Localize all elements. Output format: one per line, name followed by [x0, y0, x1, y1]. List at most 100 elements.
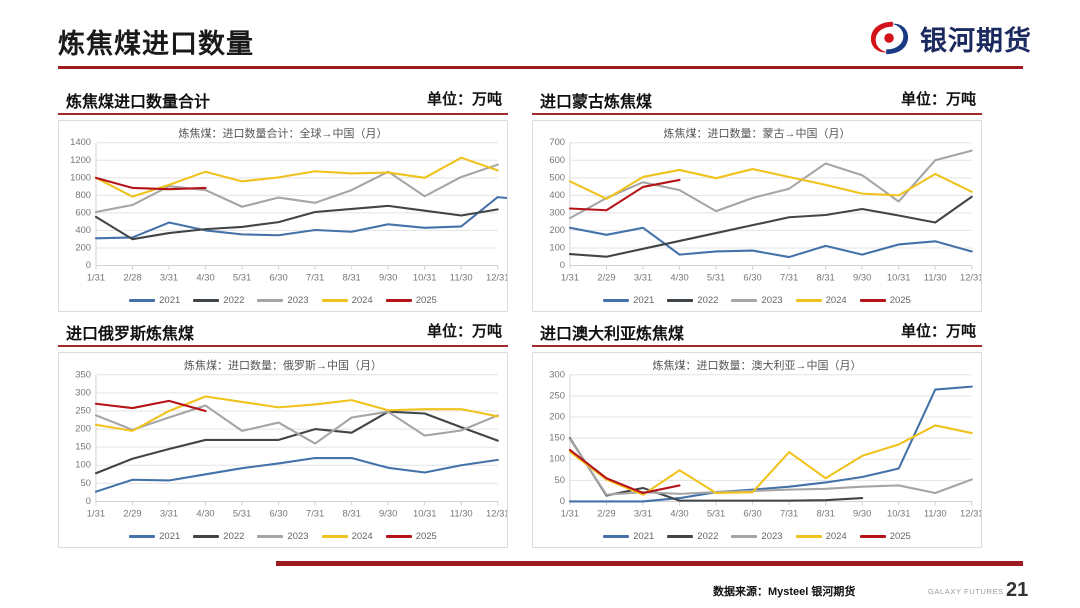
legend-item-2025[interactable]: 2025: [385, 295, 437, 306]
legend-item-2024[interactable]: 2024: [321, 531, 373, 542]
svg-text:1/31: 1/31: [561, 507, 579, 518]
footer-brand-label: GALAXY FUTURES: [928, 587, 1004, 596]
legend-item-2025[interactable]: 2025: [385, 531, 437, 542]
chart-container-2: 炼焦煤：进口数量：俄罗斯→中国（月） 0 50 100 150 200 250 300 350…: [58, 352, 508, 548]
legend-item-2021[interactable]: 2021: [603, 531, 654, 542]
legend-label: 2022: [697, 531, 719, 542]
legend-label: 2025: [415, 295, 437, 306]
svg-text:1/31: 1/31: [87, 507, 105, 518]
svg-text:4/30: 4/30: [670, 507, 688, 518]
legend-label: 2023: [287, 531, 309, 542]
legend-item-2024[interactable]: 2024: [795, 531, 847, 542]
svg-text:8/31: 8/31: [343, 271, 361, 282]
legend-item-2021[interactable]: 2021: [129, 531, 180, 542]
svg-text:0: 0: [86, 495, 91, 506]
svg-text:12/31: 12/31: [960, 271, 981, 282]
legend-swatch-icon: [385, 535, 412, 538]
svg-text:8/31: 8/31: [817, 507, 835, 518]
svg-text:600: 600: [549, 154, 565, 165]
galaxy-swirl-logo-icon: [869, 18, 911, 58]
legend-label: 2022: [223, 531, 245, 542]
chart-plot-1: 0 100 200 300 400 500 600 700 1/31 2/29 3/31 4/30 5/…: [549, 136, 981, 282]
legend-swatch-icon: [667, 535, 694, 538]
company-logo: 银河期货: [869, 18, 1032, 58]
legend-swatch-icon: [321, 299, 348, 302]
svg-text:350: 350: [75, 368, 91, 379]
legend-label: 2024: [351, 531, 373, 542]
card-divider: [58, 345, 508, 347]
legend-swatch-icon: [385, 299, 412, 302]
svg-text:7/31: 7/31: [780, 507, 798, 518]
legend-item-2021[interactable]: 2021: [129, 295, 180, 306]
legend-label: 2021: [159, 295, 181, 306]
svg-text:11/30: 11/30: [924, 271, 947, 282]
legend-item-2025[interactable]: 2025: [859, 531, 911, 542]
legend-item-2024[interactable]: 2024: [321, 295, 373, 306]
svg-text:250: 250: [549, 389, 565, 400]
svg-text:3/31: 3/31: [160, 271, 178, 282]
svg-text:9/30: 9/30: [853, 507, 871, 518]
company-logo-text: 银河期货: [920, 25, 1032, 56]
legend-item-2022[interactable]: 2022: [667, 295, 718, 306]
legend-swatch-icon: [859, 535, 886, 538]
chart-subtitle: 炼焦煤：进口数量合计：全球→中国（月）: [178, 128, 388, 140]
svg-text:100: 100: [549, 453, 565, 464]
legend-item-2023[interactable]: 2023: [257, 295, 309, 306]
card-unit: 单位：万吨: [426, 323, 502, 340]
card-header: 炼焦煤进口数量合计 单位：万吨: [58, 88, 508, 118]
chart-card-russia: 进口俄罗斯炼焦煤 单位：万吨 炼焦煤：进口数量：俄罗斯→中国（月） 0 50 100…: [58, 320, 508, 548]
legend-label: 2023: [761, 295, 783, 306]
page-title: 炼焦煤进口数量: [58, 29, 254, 59]
svg-text:200: 200: [75, 241, 91, 252]
legend-item-2023[interactable]: 2023: [731, 295, 783, 306]
legend-item-2025[interactable]: 2025: [859, 295, 911, 306]
legend-label: 2022: [697, 295, 719, 306]
svg-text:4/30: 4/30: [196, 507, 214, 518]
svg-text:9/30: 9/30: [379, 507, 397, 518]
legend-swatch-icon: [321, 535, 348, 538]
card-unit: 单位：万吨: [900, 323, 976, 340]
legend-item-2023[interactable]: 2023: [257, 531, 309, 542]
legend-swatch-icon: [603, 299, 630, 302]
svg-text:11/30: 11/30: [450, 271, 473, 282]
card-divider: [532, 345, 982, 347]
svg-text:1400: 1400: [70, 136, 91, 147]
svg-text:5/31: 5/31: [233, 271, 251, 282]
legend-label: 2021: [633, 531, 655, 542]
svg-text:4/30: 4/30: [670, 271, 688, 282]
card-header: 进口蒙古炼焦煤 单位：万吨: [532, 88, 982, 118]
legend-item-2023[interactable]: 2023: [731, 531, 783, 542]
svg-text:100: 100: [75, 459, 91, 470]
svg-text:0: 0: [560, 259, 565, 270]
svg-text:1000: 1000: [70, 171, 91, 182]
svg-text:300: 300: [549, 206, 565, 217]
header-divider: [58, 66, 1023, 69]
svg-text:500: 500: [549, 171, 565, 182]
svg-text:7/31: 7/31: [306, 271, 324, 282]
chart-plot-2: 0 50 100 150 200 250 300 350 1/31 2/29 3/31 4/30 5/3…: [75, 368, 507, 518]
svg-text:10/31: 10/31: [413, 271, 437, 282]
svg-text:150: 150: [549, 432, 565, 443]
legend-item-2022[interactable]: 2022: [667, 531, 718, 542]
svg-text:50: 50: [555, 474, 565, 485]
svg-text:6/30: 6/30: [269, 271, 287, 282]
chart-card-mongolia: 进口蒙古炼焦煤 单位：万吨 炼焦煤：进口数量：蒙古→中国（月） 0 100 200 3…: [532, 88, 982, 312]
svg-text:400: 400: [75, 224, 91, 235]
legend-item-2022[interactable]: 2022: [193, 531, 244, 542]
svg-text:200: 200: [75, 423, 91, 434]
legend-label: 2023: [761, 531, 783, 542]
svg-text:7/31: 7/31: [780, 271, 798, 282]
svg-text:100: 100: [549, 241, 565, 252]
legend-label: 2024: [825, 295, 847, 306]
legend-item-2024[interactable]: 2024: [795, 295, 847, 306]
card-title: 进口蒙古炼焦煤: [540, 94, 653, 111]
legend-label: 2024: [825, 531, 847, 542]
legend-item-2022[interactable]: 2022: [193, 295, 244, 306]
legend-item-2021[interactable]: 2021: [603, 295, 654, 306]
legend-swatch-icon: [603, 535, 630, 538]
svg-text:4/30: 4/30: [196, 271, 214, 282]
svg-text:600: 600: [75, 206, 91, 217]
legend-swatch-icon: [257, 299, 284, 302]
card-divider: [532, 113, 982, 115]
card-unit: 单位：万吨: [900, 91, 976, 108]
